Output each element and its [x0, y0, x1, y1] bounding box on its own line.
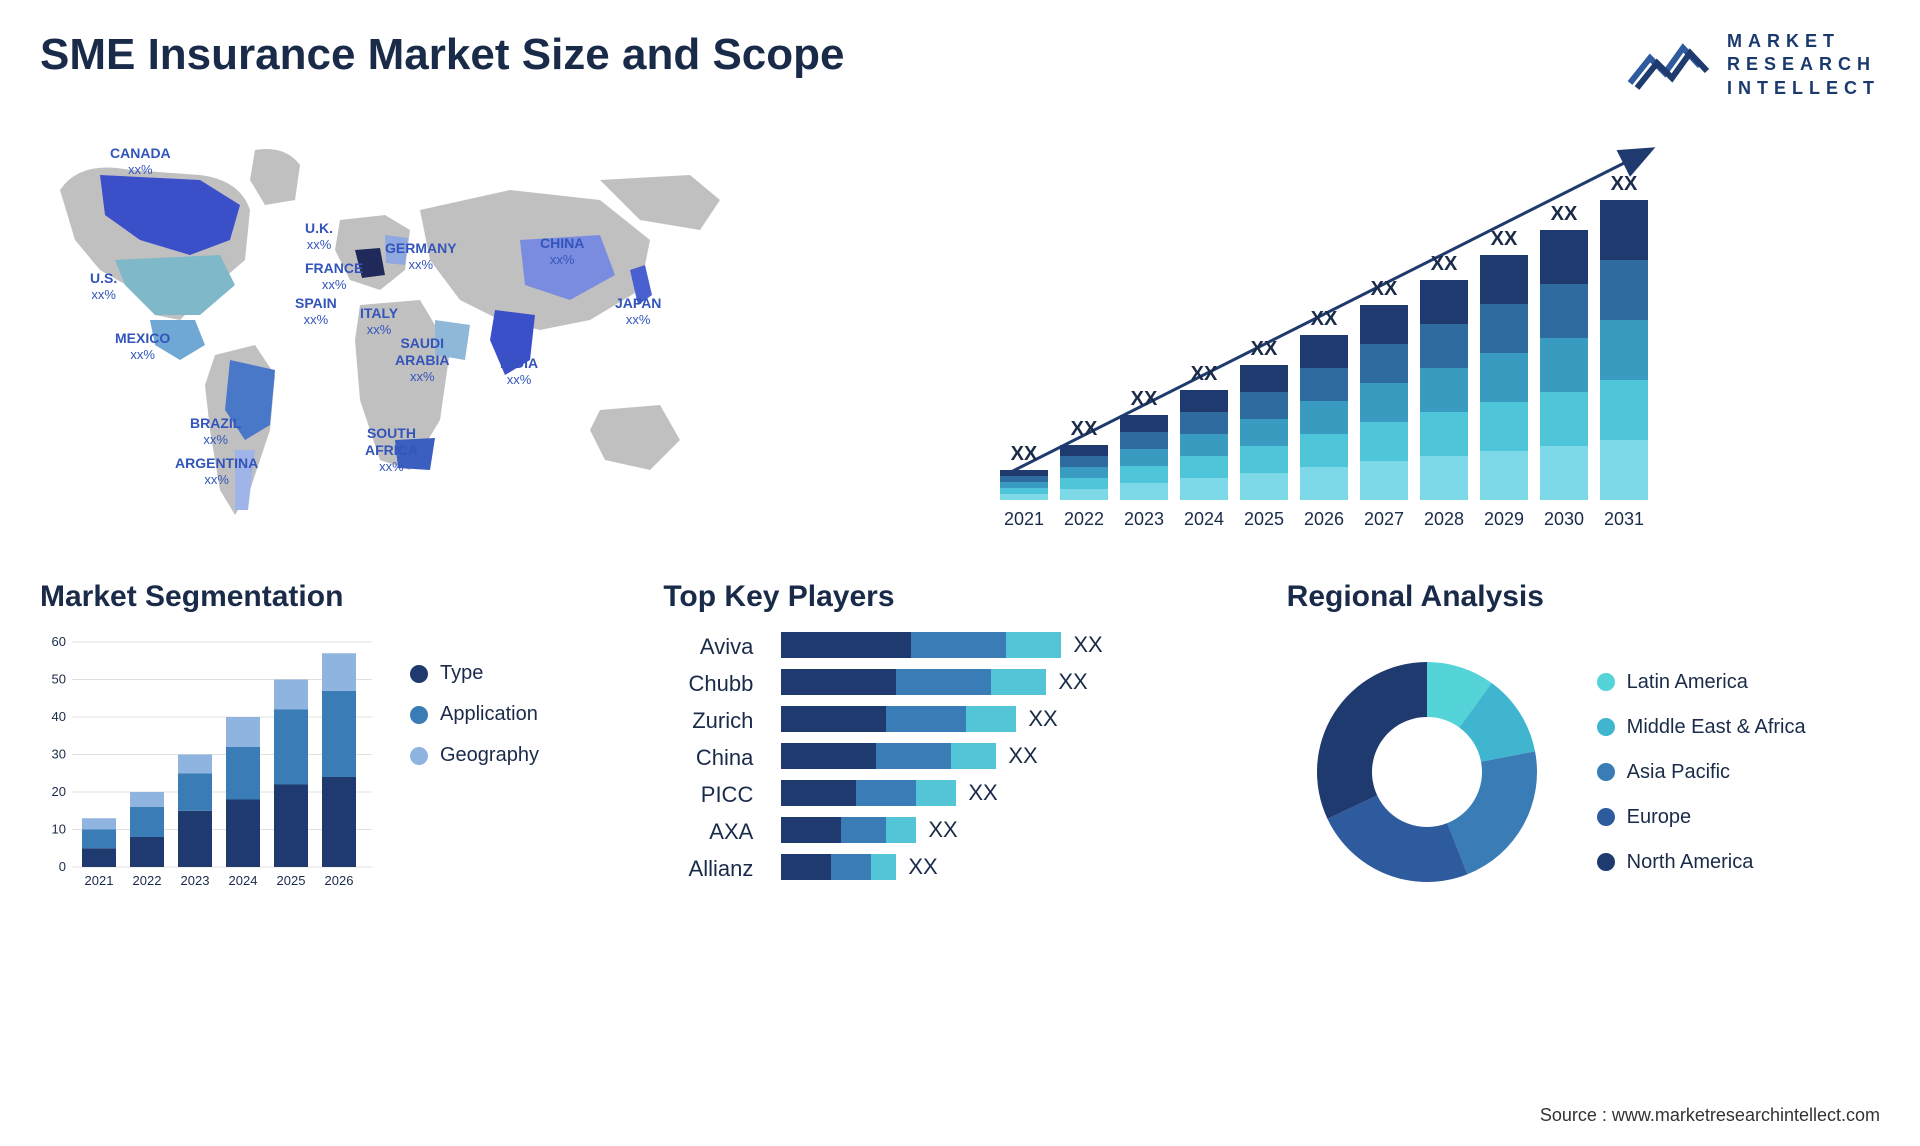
svg-text:XX: XX	[1371, 278, 1398, 300]
map-label-canada: CANADAxx%	[110, 145, 171, 177]
seg-legend-type: Type	[410, 662, 539, 685]
map-label-germany: GERMANYxx%	[385, 240, 457, 272]
map-label-brazil: BRAZILxx%	[190, 415, 241, 447]
player-label-allianz: Allianz	[663, 856, 753, 882]
seg-legend-application: Application	[410, 703, 539, 726]
svg-text:2024: 2024	[1184, 509, 1224, 529]
svg-text:2025: 2025	[277, 873, 306, 888]
logo-icon	[1625, 38, 1715, 93]
svg-text:2021: 2021	[1004, 509, 1044, 529]
player-label-aviva: Aviva	[663, 634, 753, 660]
svg-text:XX: XX	[1431, 253, 1458, 275]
player-label-china: China	[663, 745, 753, 771]
players-bars: XX XX XX XX XX XX XX	[781, 632, 1256, 880]
svg-text:2031: 2031	[1604, 509, 1644, 529]
player-row-aviva: XX	[781, 632, 1256, 658]
map-label-saudiarabia: SAUDIARABIAxx%	[395, 335, 449, 384]
svg-text:2023: 2023	[181, 873, 210, 888]
map-label-india: INDIAxx%	[500, 355, 538, 387]
svg-text:2022: 2022	[133, 873, 162, 888]
map-label-italy: ITALYxx%	[360, 305, 398, 337]
svg-text:2026: 2026	[1304, 509, 1344, 529]
seg-legend-geography: Geography	[410, 744, 539, 767]
growth-chart: XX 2021 XX 2022 XX 2023 XX 2024 XX 2025 XX 2026 XX 20…	[980, 120, 1680, 540]
svg-text:60: 60	[52, 634, 66, 649]
segmentation-title: Market Segmentation	[40, 580, 633, 614]
page-title: SME Insurance Market Size and Scope	[40, 30, 844, 80]
regional-panel: Regional Analysis Latin America Middle Ea…	[1287, 580, 1880, 912]
svg-text:XX: XX	[1611, 173, 1638, 195]
regional-title: Regional Analysis	[1287, 580, 1880, 614]
map-label-mexico: MEXICOxx%	[115, 330, 170, 362]
logo-line2: RESEARCH	[1727, 53, 1880, 76]
region-legend-asia-pacific: Asia Pacific	[1597, 761, 1806, 784]
map-label-argentina: ARGENTINAxx%	[175, 455, 258, 487]
svg-text:XX: XX	[1311, 308, 1338, 330]
svg-text:2029: 2029	[1484, 509, 1524, 529]
player-row-chubb: XX	[781, 669, 1256, 695]
svg-text:2021: 2021	[85, 873, 114, 888]
player-row-picc: XX	[781, 780, 1256, 806]
map-label-southafrica: SOUTHAFRICAxx%	[365, 425, 418, 474]
svg-text:40: 40	[52, 709, 66, 724]
players-labels: Aviva Chubb Zurich China PICC AXA Allianz	[663, 632, 753, 882]
regional-legend: Latin America Middle East & Africa Asia Pa…	[1597, 671, 1806, 874]
player-row-china: XX	[781, 743, 1256, 769]
map-label-us: U.S.xx%	[90, 270, 117, 302]
source-label: Source : www.marketresearchintellect.com	[1540, 1105, 1880, 1126]
region-legend-middle-east---africa: Middle East & Africa	[1597, 716, 1806, 739]
map-label-spain: SPAINxx%	[295, 295, 337, 327]
svg-text:XX: XX	[1131, 388, 1158, 410]
region-legend-europe: Europe	[1597, 806, 1806, 829]
players-title: Top Key Players	[663, 580, 1256, 614]
segmentation-panel: Market Segmentation 0 10 20 30 40 50 60 2021 202…	[40, 580, 633, 912]
player-label-zurich: Zurich	[663, 708, 753, 734]
svg-text:XX: XX	[1491, 228, 1518, 250]
svg-text:50: 50	[52, 672, 66, 687]
svg-text:XX: XX	[1071, 418, 1098, 440]
svg-text:2024: 2024	[229, 873, 258, 888]
svg-text:2025: 2025	[1244, 509, 1284, 529]
segmentation-chart: 0 10 20 30 40 50 60 2021 2022 2023 2024 2025 2026	[40, 632, 380, 892]
svg-text:0: 0	[59, 859, 66, 874]
region-legend-north-america: North America	[1597, 851, 1806, 874]
svg-text:2030: 2030	[1544, 509, 1584, 529]
world-map-panel: CANADAxx% U.S.xx% MEXICOxx% BRAZILxx% ARGENT…	[40, 120, 940, 540]
map-label-china: CHINAxx%	[540, 235, 584, 267]
svg-text:20: 20	[52, 784, 66, 799]
logo-line1: MARKET	[1727, 30, 1880, 53]
svg-text:10: 10	[52, 822, 66, 837]
brand-logo: MARKET RESEARCH INTELLECT	[1625, 30, 1880, 100]
map-label-france: FRANCExx%	[305, 260, 363, 292]
regional-donut	[1287, 632, 1567, 912]
player-row-zurich: XX	[781, 706, 1256, 732]
svg-text:30: 30	[52, 747, 66, 762]
player-row-allianz: XX	[781, 854, 1256, 880]
growth-chart-panel: XX 2021 XX 2022 XX 2023 XX 2024 XX 2025 XX 2026 XX 20…	[980, 120, 1880, 540]
svg-text:2023: 2023	[1124, 509, 1164, 529]
svg-text:2022: 2022	[1064, 509, 1104, 529]
svg-text:XX: XX	[1551, 203, 1578, 225]
svg-text:2028: 2028	[1424, 509, 1464, 529]
player-row-axa: XX	[781, 817, 1256, 843]
svg-text:XX: XX	[1191, 363, 1218, 385]
map-label-japan: JAPANxx%	[615, 295, 661, 327]
player-label-axa: AXA	[663, 819, 753, 845]
segmentation-legend: Type Application Geography	[410, 632, 539, 767]
player-label-picc: PICC	[663, 782, 753, 808]
svg-text:2026: 2026	[325, 873, 354, 888]
player-label-chubb: Chubb	[663, 671, 753, 697]
players-panel: Top Key Players Aviva Chubb Zurich China PIC…	[663, 580, 1256, 912]
svg-text:XX: XX	[1251, 338, 1278, 360]
svg-text:XX: XX	[1011, 443, 1038, 465]
svg-text:2027: 2027	[1364, 509, 1404, 529]
map-label-uk: U.K.xx%	[305, 220, 333, 252]
region-legend-latin-america: Latin America	[1597, 671, 1806, 694]
logo-line3: INTELLECT	[1727, 77, 1880, 100]
